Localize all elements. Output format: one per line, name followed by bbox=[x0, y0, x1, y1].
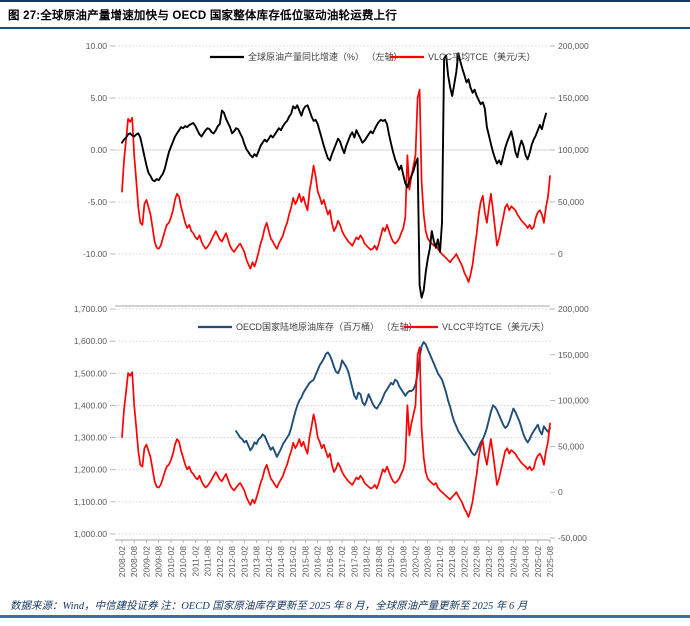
svg-text:2012-02: 2012-02 bbox=[215, 546, 225, 577]
svg-text:1,500.00: 1,500.00 bbox=[74, 368, 107, 378]
top-border-rule bbox=[0, 0, 690, 2]
svg-text:1,100.00: 1,100.00 bbox=[74, 497, 107, 507]
svg-text:2025-08: 2025-08 bbox=[545, 546, 555, 577]
svg-text:2024-08: 2024-08 bbox=[521, 546, 531, 577]
svg-text:2010-02: 2010-02 bbox=[166, 546, 176, 577]
svg-text:200,000: 200,000 bbox=[558, 41, 589, 51]
svg-text:10.00: 10.00 bbox=[86, 41, 108, 51]
svg-text:150,000: 150,000 bbox=[558, 93, 589, 103]
svg-text:1,300.00: 1,300.00 bbox=[74, 433, 107, 443]
svg-text:2016-02: 2016-02 bbox=[313, 546, 323, 577]
svg-text:2022-02: 2022-02 bbox=[459, 546, 469, 577]
svg-text:1,700.00: 1,700.00 bbox=[74, 304, 107, 314]
svg-text:2009-02: 2009-02 bbox=[141, 546, 151, 577]
svg-text:2018-08: 2018-08 bbox=[374, 546, 384, 577]
svg-text:VLCC平均TCE（美元/天）: VLCC平均TCE（美元/天） bbox=[428, 51, 536, 62]
svg-text:2010-08: 2010-08 bbox=[178, 546, 188, 577]
svg-text:0: 0 bbox=[558, 249, 563, 259]
svg-text:VLCC平均TCE（美元/天）: VLCC平均TCE（美元/天） bbox=[442, 321, 550, 332]
svg-text:5.00: 5.00 bbox=[90, 93, 107, 103]
svg-text:2008-08: 2008-08 bbox=[129, 546, 139, 577]
svg-text:OECD国家陆地原油库存（百万桶） （左轴）: OECD国家陆地原油库存（百万桶） （左轴） bbox=[236, 321, 418, 332]
svg-text:200,000: 200,000 bbox=[558, 304, 589, 314]
svg-text:2021-02: 2021-02 bbox=[435, 546, 445, 577]
svg-text:2016-08: 2016-08 bbox=[325, 546, 335, 577]
svg-text:-5.00: -5.00 bbox=[88, 197, 108, 207]
bottom-border-rule bbox=[0, 615, 690, 618]
svg-text:2011-08: 2011-08 bbox=[203, 546, 213, 577]
svg-text:2014-08: 2014-08 bbox=[276, 546, 286, 577]
svg-text:2017-02: 2017-02 bbox=[337, 546, 347, 577]
svg-text:2011-02: 2011-02 bbox=[190, 546, 200, 577]
svg-text:2013-02: 2013-02 bbox=[239, 546, 249, 577]
source-note: 数据来源：Wind，中信建投证券 注：OECD 国家原油库存更新至 2025 年… bbox=[10, 601, 528, 612]
svg-text:0: 0 bbox=[558, 487, 563, 497]
svg-text:2013-08: 2013-08 bbox=[252, 546, 262, 577]
svg-text:2019-08: 2019-08 bbox=[398, 546, 408, 577]
svg-text:2012-08: 2012-08 bbox=[227, 546, 237, 577]
svg-text:全球原油产量同比增速（%） （左轴）: 全球原油产量同比增速（%） （左轴） bbox=[248, 51, 403, 62]
svg-text:2023-02: 2023-02 bbox=[484, 546, 494, 577]
svg-text:2014-02: 2014-02 bbox=[264, 546, 274, 577]
figure-title: 图 27:全球原油产量增速加快与 OECD 国家整体库存低位驱动油轮运费上行 bbox=[8, 10, 398, 22]
svg-text:2022-08: 2022-08 bbox=[472, 546, 482, 577]
svg-text:2025-02: 2025-02 bbox=[533, 546, 543, 577]
svg-text:2009-08: 2009-08 bbox=[154, 546, 164, 577]
svg-text:50,000: 50,000 bbox=[558, 441, 584, 451]
svg-text:2024-02: 2024-02 bbox=[508, 546, 518, 577]
svg-text:50,000: 50,000 bbox=[558, 197, 584, 207]
svg-text:2020-08: 2020-08 bbox=[423, 546, 433, 577]
svg-text:2019-02: 2019-02 bbox=[386, 546, 396, 577]
svg-text:-10.00: -10.00 bbox=[83, 249, 107, 259]
svg-text:-50,000: -50,000 bbox=[558, 533, 587, 543]
svg-text:100,000: 100,000 bbox=[558, 145, 589, 155]
svg-text:1,600.00: 1,600.00 bbox=[74, 336, 107, 346]
svg-text:2008-02: 2008-02 bbox=[117, 546, 127, 577]
svg-text:1,000.00: 1,000.00 bbox=[74, 529, 107, 539]
svg-text:2015-02: 2015-02 bbox=[288, 546, 298, 577]
svg-text:2020-02: 2020-02 bbox=[411, 546, 421, 577]
svg-text:2023-08: 2023-08 bbox=[496, 546, 506, 577]
title-underline-rule bbox=[0, 27, 690, 29]
svg-text:2017-08: 2017-08 bbox=[349, 546, 359, 577]
svg-text:2015-08: 2015-08 bbox=[300, 546, 310, 577]
svg-text:2021-08: 2021-08 bbox=[447, 546, 457, 577]
svg-text:150,000: 150,000 bbox=[558, 350, 589, 360]
svg-text:0.00: 0.00 bbox=[90, 145, 107, 155]
svg-text:1,400.00: 1,400.00 bbox=[74, 400, 107, 410]
svg-text:1,200.00: 1,200.00 bbox=[74, 465, 107, 475]
svg-text:2018-02: 2018-02 bbox=[362, 546, 372, 577]
svg-text:100,000: 100,000 bbox=[558, 396, 589, 406]
